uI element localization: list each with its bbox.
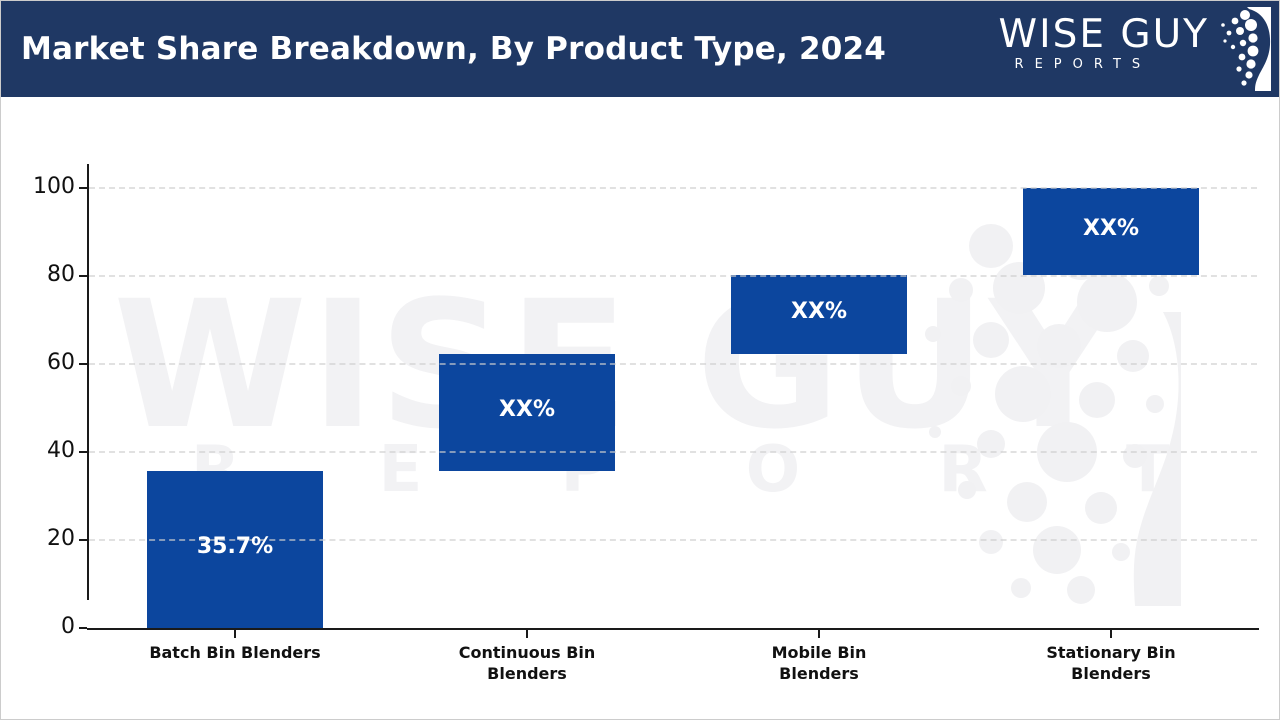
bar-value-label: XX% bbox=[791, 299, 847, 325]
x-axis-spine bbox=[87, 628, 1259, 630]
bar-segment bbox=[1023, 188, 1199, 275]
y-tick-label-100: 100 bbox=[33, 174, 75, 199]
y-tick-label-0: 0 bbox=[61, 614, 75, 639]
y-tick-label-40: 40 bbox=[47, 438, 75, 463]
gridline-40 bbox=[89, 451, 1257, 453]
y-tick-label-20: 20 bbox=[47, 526, 75, 551]
y-tick-0 bbox=[79, 627, 87, 629]
x-category-label: Stationary Bin Blenders bbox=[1046, 643, 1176, 683]
y-axis-spine bbox=[87, 164, 89, 600]
gridline-20 bbox=[89, 539, 1257, 541]
bar-value-label: XX% bbox=[1083, 216, 1139, 242]
bar-segment bbox=[731, 274, 907, 354]
bar-segment bbox=[147, 470, 323, 628]
x-category-label: Continuous Bin Blenders bbox=[458, 643, 596, 683]
y-tick-label-80: 80 bbox=[47, 262, 75, 287]
x-category-label: Mobile Bin Blenders bbox=[771, 643, 867, 683]
x-tick bbox=[1110, 630, 1112, 638]
x-tick bbox=[526, 630, 528, 638]
y-tick-60 bbox=[79, 363, 87, 365]
x-tick bbox=[818, 630, 820, 638]
y-tick-80 bbox=[79, 275, 87, 277]
gridline-60 bbox=[89, 363, 1257, 365]
bar-value-label: XX% bbox=[499, 397, 555, 423]
brand-name: WISE GUY bbox=[998, 12, 1209, 57]
y-tick-20 bbox=[79, 539, 87, 541]
y-tick-40 bbox=[79, 451, 87, 453]
gridline-100 bbox=[89, 187, 1257, 189]
gridline-80 bbox=[89, 275, 1257, 277]
x-category-label: Batch Bin Blenders bbox=[149, 643, 321, 662]
y-tick-label-60: 60 bbox=[47, 350, 75, 375]
y-tick-100 bbox=[79, 187, 87, 189]
brand-subtitle: REPORTS bbox=[1014, 57, 1152, 72]
header-bar: Market Share Breakdown, By Product Type,… bbox=[1, 1, 1279, 97]
brand-logo: WISE GUY REPORTS bbox=[998, 12, 1209, 73]
page-title: Market Share Breakdown, By Product Type,… bbox=[21, 31, 887, 67]
wise-guy-head-icon bbox=[1221, 7, 1271, 91]
x-tick bbox=[234, 630, 236, 638]
bar-value-label: 35.7% bbox=[196, 534, 274, 560]
plot-area: 0 20 40 60 80 100 35.7% Batch Bin Blenders XX% Co… bbox=[1, 97, 1279, 719]
